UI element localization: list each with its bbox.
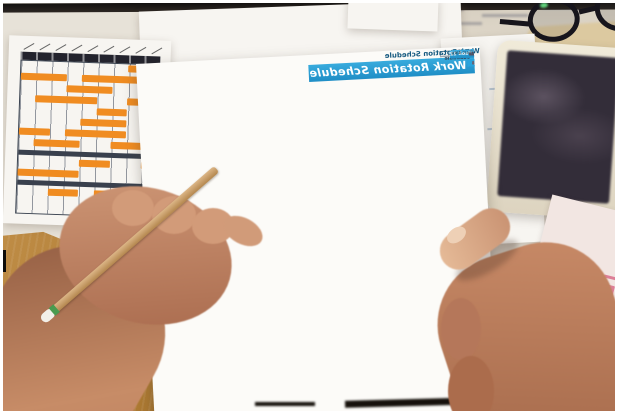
gantt-bar	[96, 108, 128, 117]
gantt-divider	[18, 149, 157, 160]
gantt-diagonal-label	[119, 46, 131, 54]
gantt-diagonal-label	[55, 44, 67, 51]
gantt-bar	[17, 168, 79, 178]
gantt-bar	[18, 127, 50, 136]
right-finger	[448, 356, 494, 414]
gantt-bar	[47, 188, 79, 197]
eyeglasses-bridge	[578, 5, 598, 15]
gantt-bar	[79, 159, 110, 168]
smartphone	[486, 39, 618, 221]
gantt-diagonal-label	[135, 46, 147, 54]
left-knuckle	[112, 190, 154, 226]
gantt-bar	[64, 129, 127, 139]
right-finger	[441, 298, 481, 360]
paper-shadow	[255, 402, 315, 406]
gantt-bar	[82, 74, 144, 84]
gantt-diagonal-label	[71, 44, 83, 52]
gantt-diagonal-label	[103, 45, 115, 53]
gantt-bar	[110, 141, 142, 150]
sub-digit: 5	[471, 60, 475, 66]
smartphone-screen	[497, 50, 618, 204]
gantt-diagonal-label	[23, 42, 35, 50]
gantt-diagonal-label	[87, 45, 99, 53]
gantt-bar	[35, 95, 97, 105]
gantt-bar	[80, 118, 127, 128]
dark-object-edge	[2, 250, 6, 272]
blank-paper	[347, 0, 439, 32]
gantt-diagonal-label	[151, 47, 163, 55]
day-cell: 9	[471, 51, 475, 57]
gantt-bar	[20, 72, 68, 82]
gantt-diagonal-label	[39, 43, 51, 51]
gantt-bar	[33, 139, 81, 148]
gantt-bar	[66, 85, 113, 94]
